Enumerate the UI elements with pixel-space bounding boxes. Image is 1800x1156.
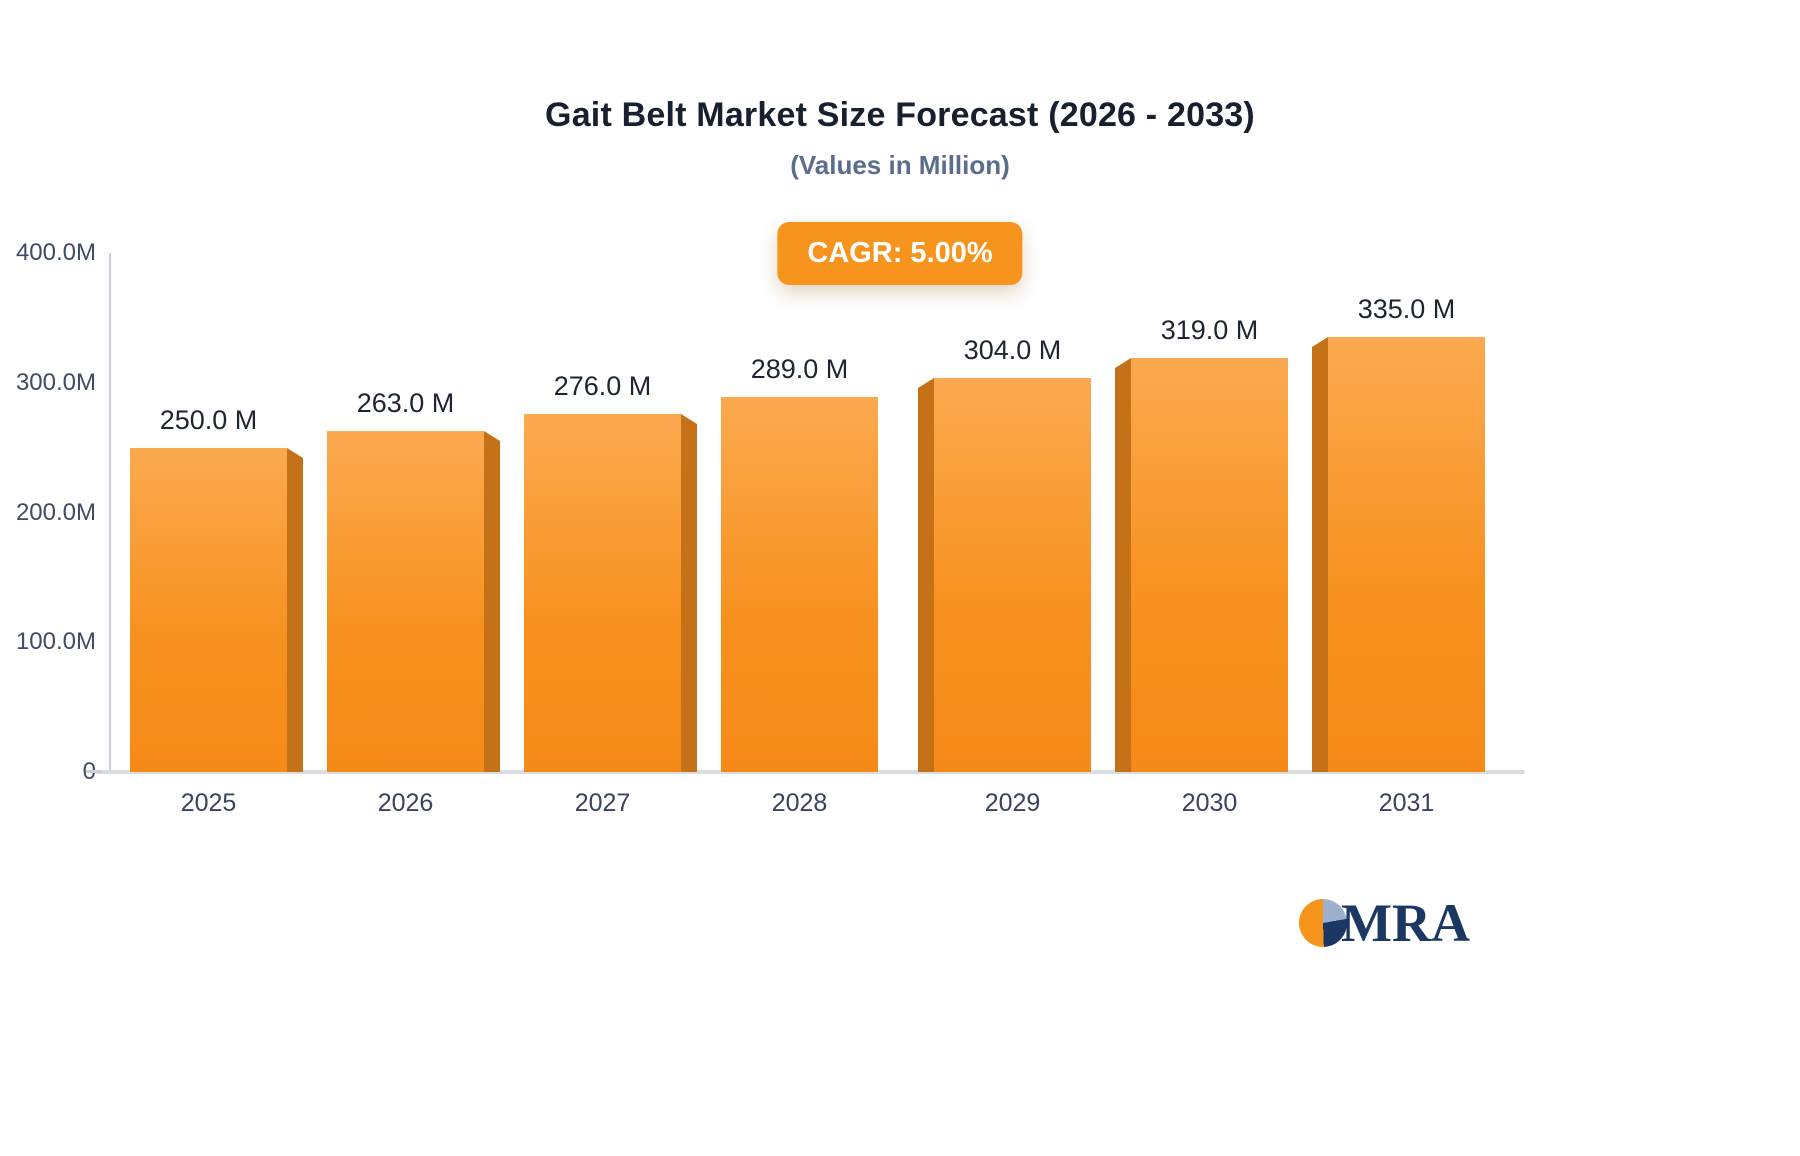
bar-2028	[721, 397, 878, 772]
y-axis-label: 400.0M	[15, 239, 96, 266]
brand-logo: MRA	[1299, 896, 1470, 950]
bar-2025	[130, 448, 287, 772]
bar-value-label: 319.0 M	[1160, 315, 1259, 345]
bar-2031-side	[1312, 337, 1328, 772]
bar-2030	[1131, 358, 1288, 772]
bar-value-label: 276.0 M	[553, 371, 652, 401]
bar-2031	[1328, 337, 1485, 772]
bar-2027	[524, 414, 681, 772]
bar-value-label: 250.0 M	[159, 405, 258, 435]
bar-value-label: 335.0 M	[1357, 294, 1456, 324]
mra-pie-icon	[1299, 899, 1348, 947]
y-axis-label: 100.0M	[15, 628, 96, 656]
x-axis-label: 2028	[771, 789, 828, 817]
x-axis-label: 2026	[377, 789, 434, 817]
bar-2027-side	[681, 414, 697, 772]
bar-2026-side	[484, 431, 500, 772]
chart-subtitle: (Values in Million)	[790, 150, 1010, 180]
x-axis-label: 2030	[1181, 789, 1238, 817]
chart-title: Gait Belt Market Size Forecast (2026 - 2…	[545, 96, 1255, 134]
y-axis-label: 300.0M	[15, 368, 96, 396]
y-axis-label: 200.0M	[15, 498, 96, 526]
x-axis-line	[95, 770, 1525, 774]
y-axis-tick	[86, 770, 102, 773]
x-axis-label: 2027	[574, 789, 631, 817]
cagr-badge: CAGR: 5.00%	[777, 222, 1023, 285]
bar-2026	[327, 431, 484, 772]
bar-value-label: 263.0 M	[356, 388, 455, 418]
x-axis-label: 2029	[984, 789, 1041, 817]
bar-2029-side	[918, 378, 934, 772]
bar-value-label: 304.0 M	[963, 335, 1062, 365]
bar-value-label: 289.0 M	[750, 354, 849, 384]
brand-logo-text: MRA	[1341, 893, 1470, 953]
bar-2025-side	[287, 448, 303, 772]
x-axis-label: 2031	[1378, 789, 1435, 817]
bar-2029	[934, 378, 1091, 772]
x-axis-label: 2025	[180, 789, 237, 817]
y-axis-label: 0	[0, 757, 96, 787]
bar-2030-side	[1115, 358, 1131, 772]
y-axis-line	[109, 253, 111, 772]
